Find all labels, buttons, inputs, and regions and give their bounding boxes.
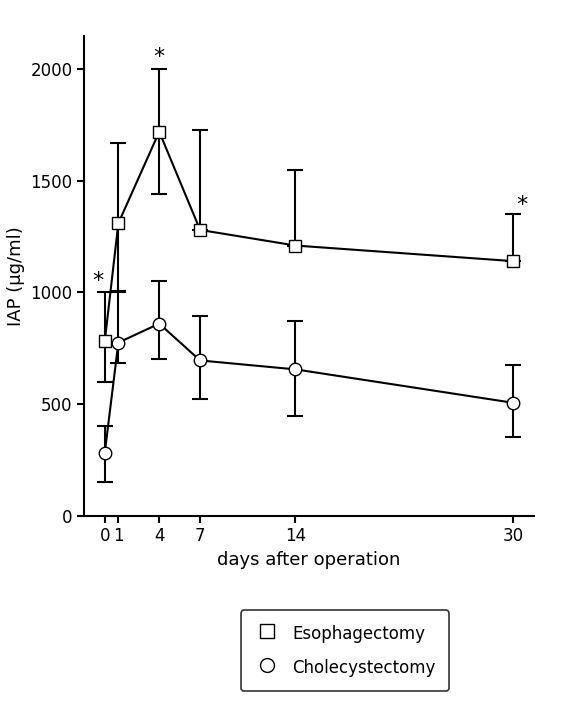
Text: *: *: [92, 271, 103, 291]
Text: *: *: [516, 195, 527, 216]
X-axis label: days after operation: days after operation: [217, 551, 401, 569]
Y-axis label: IAP (μg/ml): IAP (μg/ml): [7, 226, 25, 326]
Text: *: *: [153, 47, 165, 67]
Legend: Esophagectomy, Cholecystectomy: Esophagectomy, Cholecystectomy: [241, 610, 449, 691]
